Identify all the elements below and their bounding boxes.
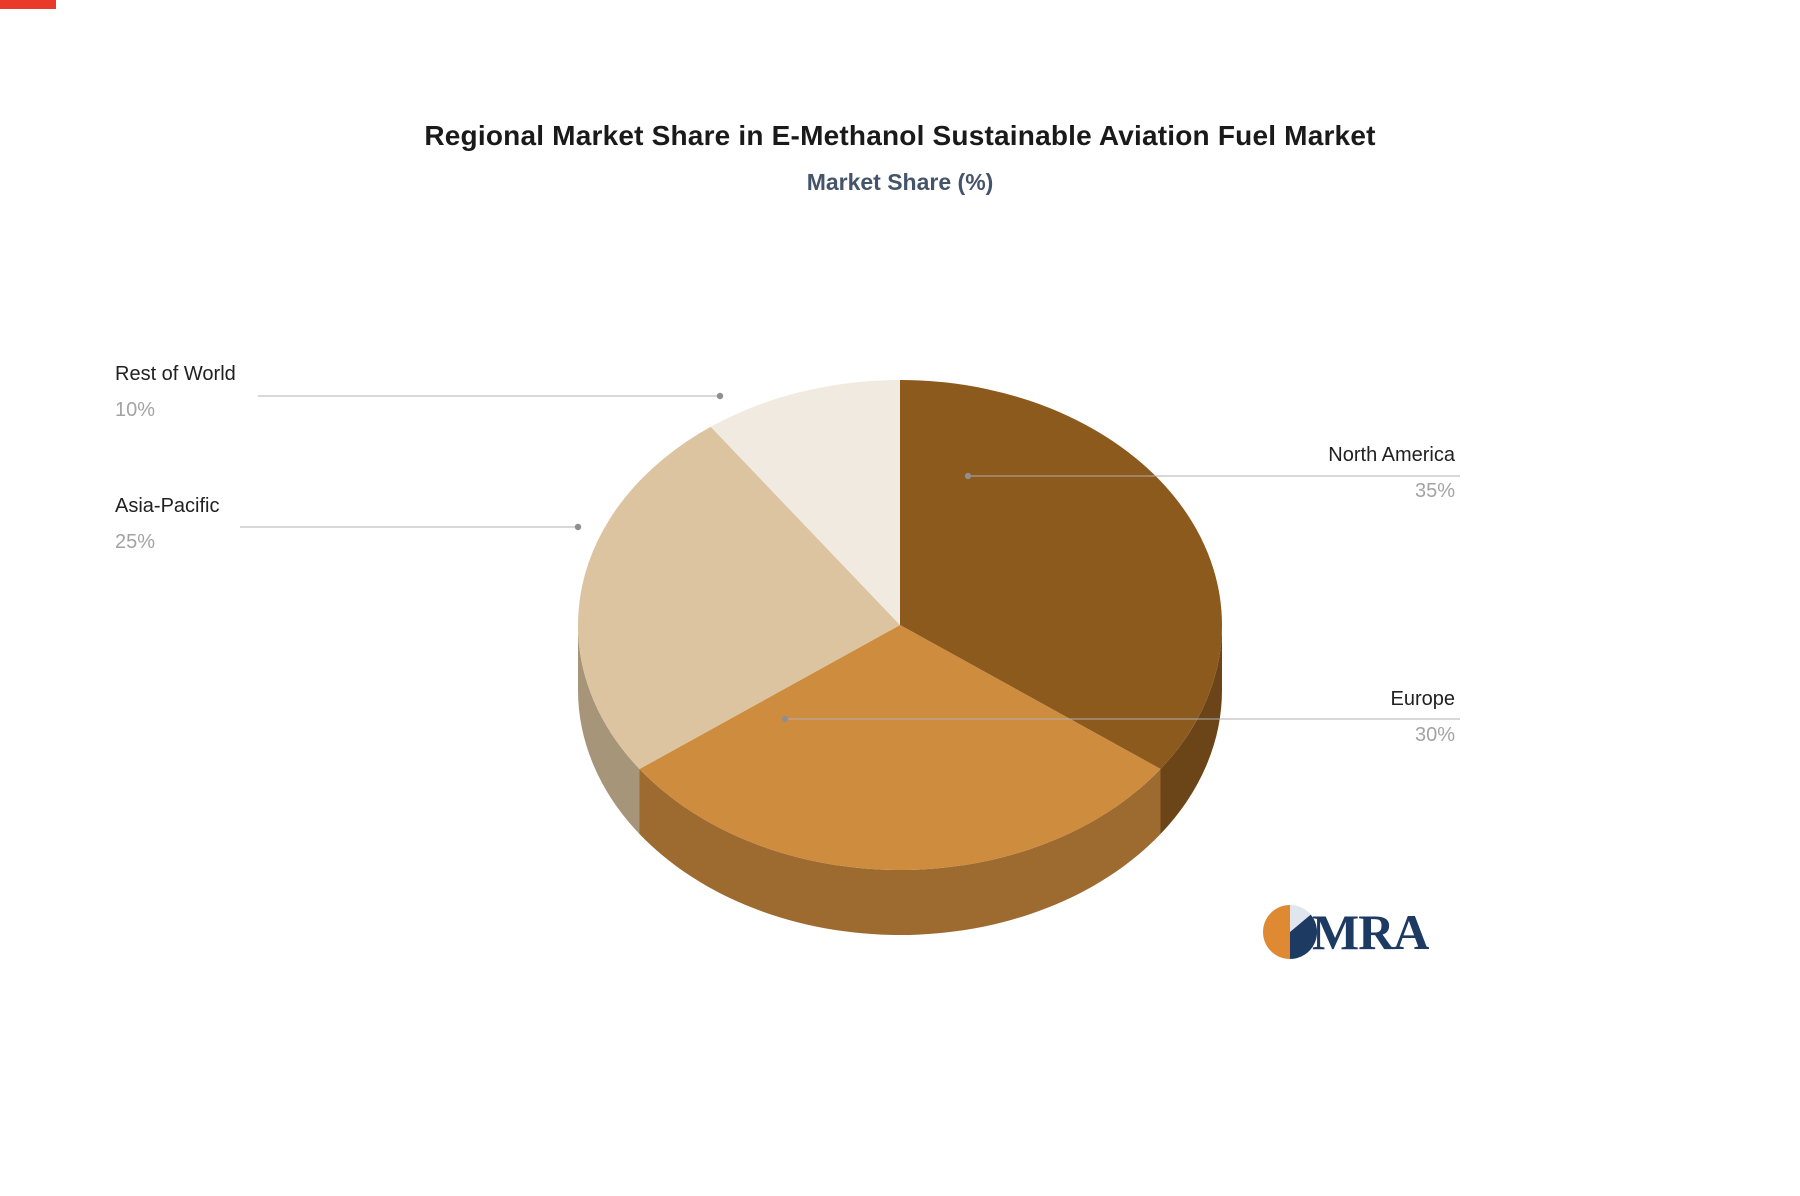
pie-slice-side-asia-pacific: [578, 625, 640, 835]
callout-rest-of-world: Rest of World 10%: [115, 362, 236, 422]
callout-value: 25%: [115, 531, 156, 553]
mra-logo-icon: [1263, 904, 1318, 960]
top-edge-artifact: [0, 0, 56, 9]
callout-asia-pacific: Asia-Pacific 25%: [115, 494, 219, 554]
mra-logo-text: MRA: [1312, 904, 1429, 960]
leader-dot-north-america: [964, 472, 972, 480]
callout-label: Asia-Pacific: [115, 495, 220, 517]
logo-wedge-orange: [1263, 905, 1290, 959]
leader-dot-rest-of-world: [716, 392, 724, 400]
logo-wedge-navy: [1290, 914, 1318, 960]
callout-label: Rest of World: [115, 363, 236, 385]
mra-logo: MRA: [1262, 903, 1429, 961]
logo-wedge-light: [1290, 904, 1311, 932]
leader-dot-europe: [781, 715, 789, 723]
callout-north-america: North America 35%: [1328, 443, 1455, 503]
pie-slice-side-north-america: [1160, 625, 1222, 835]
callout-value: 10%: [115, 399, 156, 421]
callout-label: North America: [1328, 444, 1455, 466]
pie-slice-side-europe: [639, 769, 1161, 935]
callout-europe: Europe 30%: [1391, 687, 1456, 747]
callout-label: Europe: [1390, 688, 1456, 710]
callout-value: 30%: [1414, 724, 1455, 746]
chart-subtitle: Market Share (%): [806, 169, 994, 195]
callout-value: 35%: [1414, 480, 1455, 502]
leader-dot-asia-pacific: [574, 523, 582, 531]
pie-slice-north-america[interactable]: [900, 380, 1222, 770]
chart-title: Regional Market Share in E-Methanol Sust…: [424, 120, 1376, 151]
pie-slice-europe[interactable]: [639, 625, 1161, 871]
pie-slice-asia-pacific[interactable]: [578, 426, 900, 770]
pie-slice-rest-of-world[interactable]: [710, 380, 900, 625]
